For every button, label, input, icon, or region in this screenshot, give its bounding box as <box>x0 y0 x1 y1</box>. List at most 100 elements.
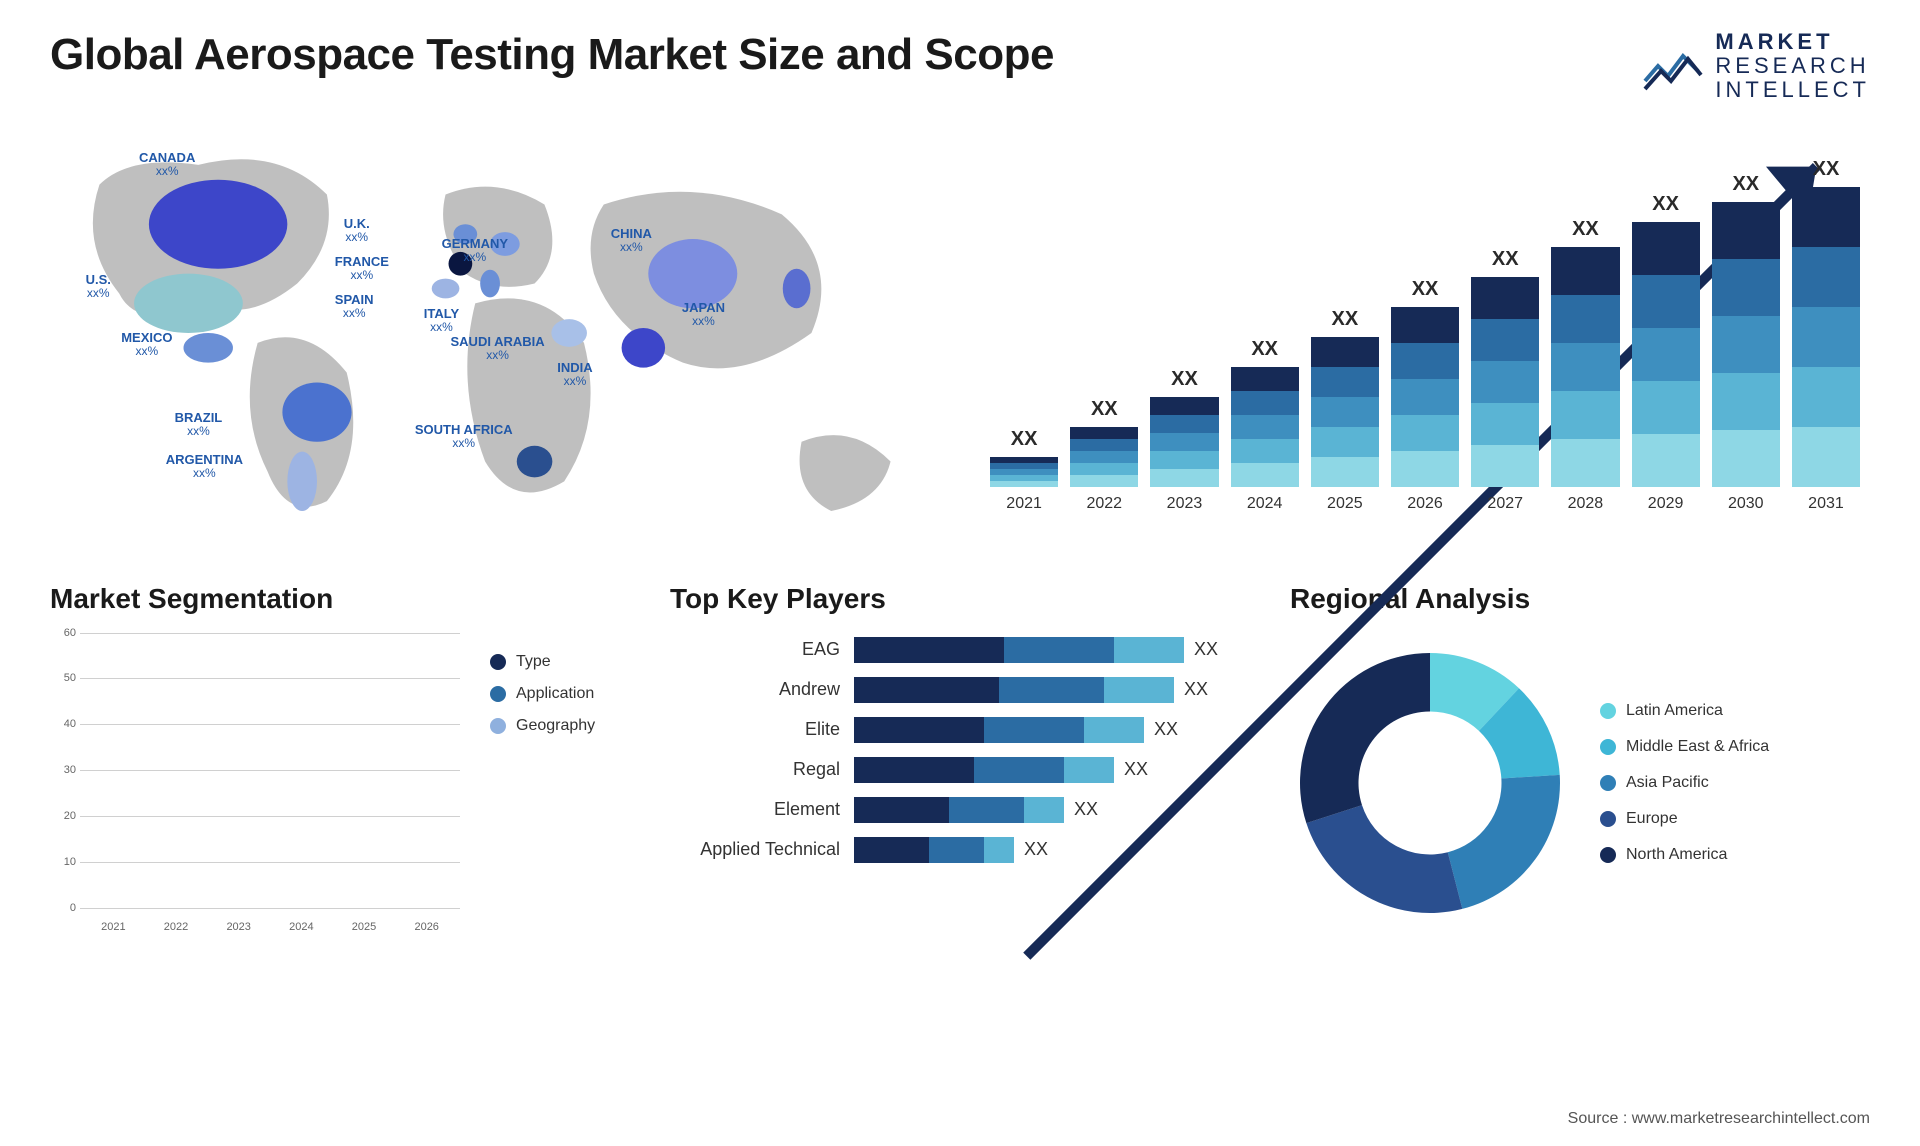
legend-swatch <box>490 686 506 702</box>
regional-legend: Latin AmericaMiddle East & AfricaAsia Pa… <box>1600 702 1769 864</box>
growth-bar-segment <box>1231 463 1299 487</box>
x-tick: 2022 <box>149 921 204 933</box>
growth-bar-segment <box>1391 451 1459 487</box>
y-tick: 50 <box>64 672 76 684</box>
key-players-chart: EAG XX AndrewXX Elite XX Regal XX Element XX Appl… <box>670 633 1250 933</box>
y-tick: 30 <box>64 764 76 776</box>
key-player-bar-wrap: XX <box>854 797 1250 823</box>
growth-bar-year: 2030 <box>1728 495 1764 513</box>
growth-bar-segment <box>1712 202 1780 259</box>
key-player-value: XX <box>1124 759 1148 780</box>
growth-bar-value: XX <box>1813 158 1840 181</box>
growth-bar-year: 2024 <box>1247 495 1283 513</box>
logo-line-1: MARKET <box>1715 30 1870 54</box>
key-player-bar-segment <box>974 757 1064 783</box>
donut-slice <box>1306 805 1462 913</box>
growth-bar-segment <box>1471 277 1539 319</box>
growth-bar-segment <box>1792 187 1860 247</box>
growth-bar-segment <box>1551 391 1619 439</box>
bottom-row: Market Segmentation 0102030405060 202120… <box>50 583 1870 933</box>
key-player-row: Element XX <box>670 797 1250 823</box>
key-player-row: Regal XX <box>670 757 1250 783</box>
key-player-bar-segment <box>999 677 1104 703</box>
growth-bar-segment <box>1231 415 1299 439</box>
logo-text: MARKET RESEARCH INTELLECT <box>1715 30 1870 103</box>
growth-bar-segment <box>1632 222 1700 275</box>
logo-line-2: RESEARCH <box>1715 54 1870 78</box>
x-tick: 2025 <box>337 921 392 933</box>
key-player-value: XX <box>1194 639 1218 660</box>
growth-bar-year: 2025 <box>1327 495 1363 513</box>
growth-bar-year: 2026 <box>1407 495 1443 513</box>
growth-bar: XX2030 <box>1712 173 1780 513</box>
map-country-label: U.K.xx% <box>344 217 370 244</box>
key-player-name: Andrew <box>670 679 840 700</box>
key-player-value: XX <box>1154 719 1178 740</box>
key-player-bar-segment <box>1114 637 1184 663</box>
segmentation-chart: 0102030405060 202120222023202420252026 <box>50 633 460 933</box>
key-player-bar <box>854 637 1184 663</box>
key-player-bar <box>854 717 1144 743</box>
growth-bar-year: 2023 <box>1167 495 1203 513</box>
growth-bar-year: 2031 <box>1808 495 1844 513</box>
key-player-bar <box>854 797 1064 823</box>
key-player-row: EAG XX <box>670 637 1250 663</box>
map-country-label: U.S.xx% <box>86 273 111 300</box>
growth-bar: XX2029 <box>1632 193 1700 513</box>
growth-bar-value: XX <box>1492 248 1519 271</box>
key-player-bar-segment <box>1064 757 1114 783</box>
growth-bar-segment <box>1632 381 1700 434</box>
key-player-name: EAG <box>670 639 840 660</box>
growth-chart: XX2021XX2022XX2023XX2024XX2025XX2026XX20… <box>980 123 1870 543</box>
world-map-panel: CANADAxx%U.S.xx%MEXICOxx%BRAZILxx%ARGENT… <box>50 123 940 543</box>
map-country-label: MEXICOxx% <box>121 331 172 358</box>
legend-item: North America <box>1600 846 1769 864</box>
growth-bar-year: 2021 <box>1006 495 1042 513</box>
growth-bar-segment <box>1391 343 1459 379</box>
key-player-bar-wrap: XX <box>854 757 1250 783</box>
growth-bar-segment <box>1070 463 1138 475</box>
map-country-label: ITALYxx% <box>424 307 459 334</box>
gridline <box>80 908 460 909</box>
key-player-bar-wrap: XX <box>854 637 1250 663</box>
growth-bar-segment <box>1150 415 1218 433</box>
key-player-row: AndrewXX <box>670 677 1250 703</box>
key-player-bar <box>854 757 1114 783</box>
map-country-label: SAUDI ARABIAxx% <box>451 335 545 362</box>
y-tick: 40 <box>64 718 76 730</box>
key-player-bar-segment <box>854 797 949 823</box>
key-player-name: Elite <box>670 719 840 740</box>
growth-bar-segment <box>1792 427 1860 487</box>
key-player-bar-segment <box>854 717 984 743</box>
legend-item: Geography <box>490 717 630 735</box>
growth-bar-segment <box>1471 319 1539 361</box>
legend-item: Application <box>490 685 630 703</box>
growth-bar-segment <box>1391 379 1459 415</box>
legend-item: Type <box>490 653 630 671</box>
growth-bar: XX2021 <box>990 428 1058 513</box>
growth-bar-segment <box>1391 307 1459 343</box>
growth-bar-segment <box>1471 403 1539 445</box>
page-title: Global Aerospace Testing Market Size and… <box>50 30 1054 80</box>
regional-panel: Regional Analysis Latin AmericaMiddle Ea… <box>1290 583 1870 933</box>
legend-label: Latin America <box>1626 702 1723 720</box>
header: Global Aerospace Testing Market Size and… <box>50 30 1870 103</box>
top-row: CANADAxx%U.S.xx%MEXICOxx%BRAZILxx%ARGENT… <box>50 123 1870 543</box>
key-player-name: Element <box>670 799 840 820</box>
donut-slice <box>1300 653 1430 823</box>
key-player-bar-segment <box>929 837 984 863</box>
growth-bar-segment <box>1070 439 1138 451</box>
growth-bar-segment <box>1311 367 1379 397</box>
brand-logo: MARKET RESEARCH INTELLECT <box>1643 30 1870 103</box>
growth-bar-segment <box>1150 397 1218 415</box>
key-player-bar-wrap: XX <box>854 717 1250 743</box>
x-tick: 2023 <box>211 921 266 933</box>
legend-swatch <box>490 654 506 670</box>
key-player-row: Applied TechnicalXX <box>670 837 1250 863</box>
legend-label: North America <box>1626 846 1727 864</box>
growth-bar-segment <box>1231 439 1299 463</box>
map-country-label: SOUTH AFRICAxx% <box>415 423 513 450</box>
y-tick: 20 <box>64 810 76 822</box>
key-player-name: Regal <box>670 759 840 780</box>
key-player-value: XX <box>1074 799 1098 820</box>
